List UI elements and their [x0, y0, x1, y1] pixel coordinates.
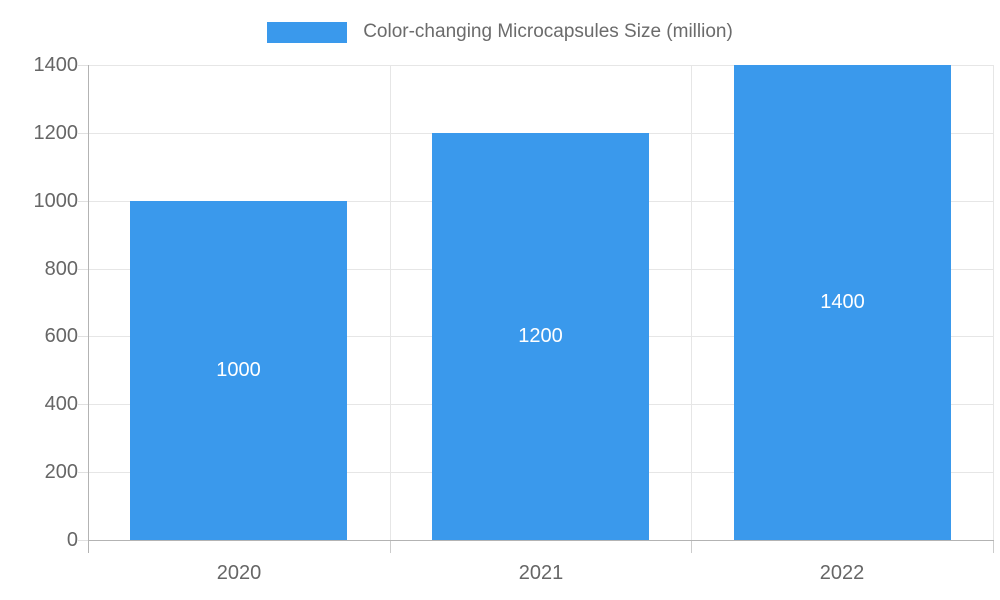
y-axis-label: 1200 [33, 122, 79, 144]
y-axis-tick [78, 404, 88, 405]
y-axis-label: 800 [44, 258, 78, 280]
bar-value-label: 1000 [216, 359, 261, 381]
y-axis-tick [78, 201, 88, 202]
legend[interactable]: Color-changing Microcapsules Size (milli… [0, 21, 1000, 43]
y-axis-tick [78, 65, 88, 66]
y-axis-tick [78, 269, 88, 270]
gridline-vertical [993, 65, 994, 540]
legend-swatch-icon [267, 21, 348, 43]
x-axis-label: 2020 [216, 562, 262, 584]
y-axis-label: 400 [44, 393, 78, 415]
y-axis-label: 600 [44, 325, 78, 347]
x-axis-tick [390, 540, 391, 553]
x-axis-label: 2022 [819, 562, 865, 584]
y-axis-tick [78, 133, 88, 134]
x-axis-tick [993, 540, 994, 553]
y-axis-label: 200 [44, 461, 78, 483]
x-axis-line [88, 540, 994, 541]
bar[interactable]: 1400 [734, 65, 951, 540]
y-axis-label: 1400 [33, 54, 79, 76]
bar[interactable]: 1000 [130, 201, 347, 540]
gridline-vertical [390, 65, 391, 540]
y-axis-label: 1000 [33, 190, 79, 212]
bar-value-label: 1400 [820, 291, 865, 313]
x-axis-label: 2021 [518, 562, 564, 584]
bar-value-label: 1200 [518, 325, 563, 347]
legend-label: Color-changing Microcapsules Size (milli… [363, 21, 733, 42]
bar[interactable]: 1200 [432, 133, 649, 540]
y-axis-line [88, 65, 89, 553]
y-axis-tick [78, 336, 88, 337]
x-axis-tick [691, 540, 692, 553]
y-axis-label: 0 [66, 529, 78, 551]
gridline-horizontal [88, 65, 993, 66]
y-axis-tick [78, 472, 88, 473]
gridline-vertical [691, 65, 692, 540]
y-axis-tick [78, 540, 88, 541]
